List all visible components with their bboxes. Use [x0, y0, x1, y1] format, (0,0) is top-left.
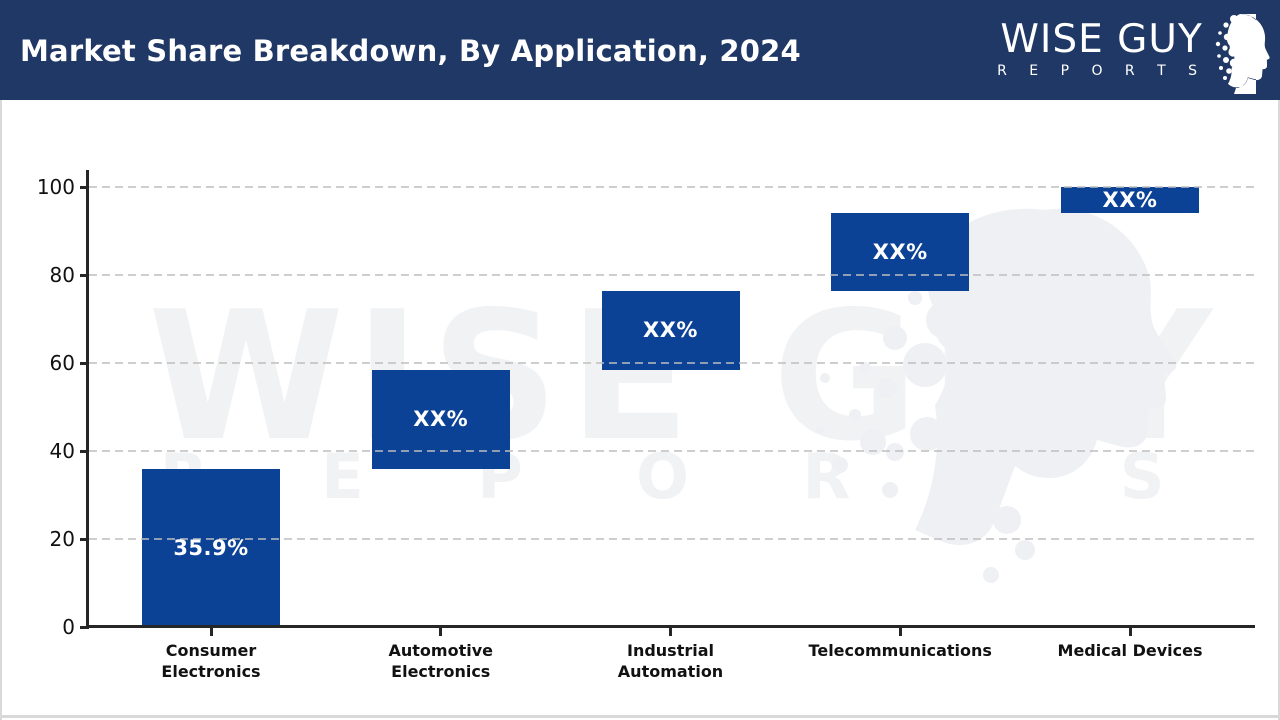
y-axis-spine	[86, 170, 89, 628]
bar-value-label-3: XX%	[872, 239, 928, 264]
x-tick-label-1: Automotive Electronics	[388, 641, 494, 681]
page-border-right	[1278, 100, 1280, 720]
y-tick-20	[80, 538, 89, 541]
x-tick-label-0: Consumer Electronics	[161, 641, 261, 681]
gridline-y-20	[89, 538, 1255, 540]
x-tick-label-3: Telecommunications	[808, 641, 992, 660]
watermark-head-icon	[816, 208, 1177, 583]
y-tick-label-60: 60	[49, 351, 75, 375]
x-tick-0	[209, 628, 213, 636]
x-tick-label-4: Medical Devices	[1057, 641, 1203, 660]
page-border-bottom	[0, 715, 1280, 718]
bar-value-label-2: XX%	[643, 318, 698, 343]
x-tick-label-2: Industrial Automation	[617, 641, 724, 681]
gridline-y-80	[89, 274, 1255, 276]
y-tick-0	[80, 626, 89, 629]
gridline-y-100	[89, 186, 1255, 188]
x-axis-spine	[86, 625, 1255, 628]
y-tick-label-0: 0	[62, 615, 75, 639]
bar-value-label-1: XX%	[413, 407, 469, 432]
bar-2	[601, 291, 740, 370]
x-tick-1	[439, 628, 443, 636]
y-tick-40	[80, 450, 89, 453]
y-tick-label-40: 40	[49, 439, 75, 463]
bar-value-label-0: 35.9%	[173, 536, 249, 560]
page-border-left	[0, 100, 2, 720]
bar-1	[371, 369, 510, 470]
gridline-y-40	[89, 450, 1255, 452]
x-tick-4	[1128, 628, 1132, 636]
x-tick-3	[898, 628, 902, 636]
header: Market Share Breakdown, By Application, …	[0, 0, 1280, 100]
bar-4	[1061, 187, 1199, 213]
brand-name: WISE GUY	[1000, 17, 1203, 62]
y-tick-label-100: 100	[36, 175, 75, 199]
y-tick-label-80: 80	[49, 263, 75, 287]
y-tick-label-20: 20	[49, 527, 75, 551]
page-title: Market Share Breakdown, By Application, …	[20, 34, 801, 68]
brand-head-icon	[1215, 14, 1270, 94]
bar-0	[142, 469, 280, 627]
bar-value-label-4: XX%	[1102, 187, 1158, 212]
bar-3	[831, 212, 970, 292]
y-tick-60	[80, 362, 89, 365]
x-tick-2	[669, 628, 672, 636]
gridline-y-60	[89, 362, 1255, 364]
brand-subname: R E P O R T S	[997, 63, 1206, 79]
brand-wordmark: WISE GUY R E P O R T S	[997, 20, 1206, 80]
y-tick-80	[80, 274, 89, 277]
y-tick-100	[80, 186, 89, 189]
brand-logo: WISE GUY R E P O R T S	[997, 6, 1272, 94]
